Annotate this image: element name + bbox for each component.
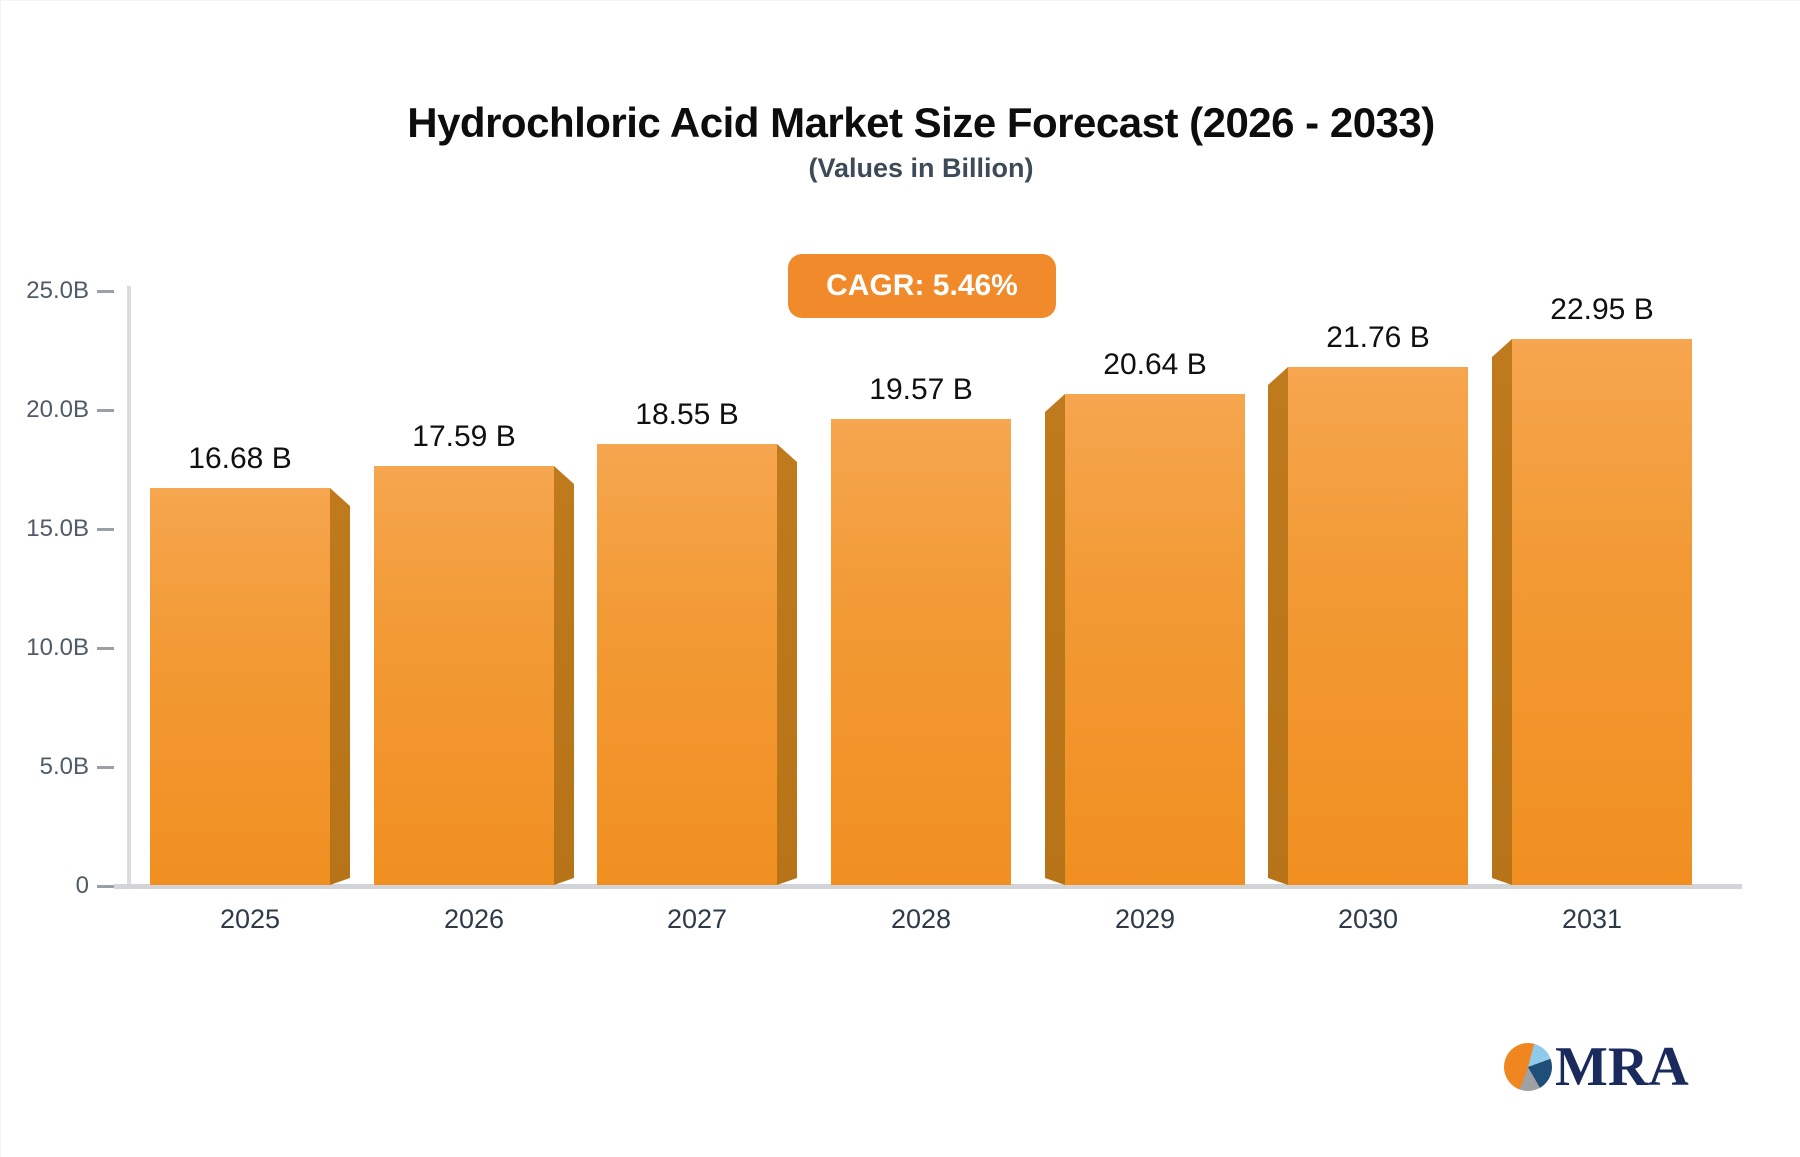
y-tick-mark (97, 409, 114, 412)
bar-front-face (150, 488, 330, 885)
x-axis-label: 2031 (1561, 904, 1623, 934)
bar-front-face (1065, 394, 1245, 885)
chart-subtitle: (Values in Billion) (808, 153, 1034, 183)
bar-front-face (831, 419, 1011, 885)
bar-value-label: 16.68 B (188, 442, 292, 475)
y-tick-label: 10.0B (26, 634, 89, 661)
y-tick-mark (97, 647, 114, 650)
bar-side-face (1045, 394, 1065, 885)
x-axis-label: 2028 (890, 904, 952, 934)
y-axis-line (127, 286, 131, 886)
bar-front-face (597, 444, 777, 885)
chart-title: Hydrochloric Acid Market Size Forecast (… (407, 99, 1435, 146)
y-tick-mark (97, 766, 114, 769)
x-axis-label: 2030 (1337, 904, 1399, 934)
bar-front-face (1288, 367, 1468, 885)
bar-value-label: 21.76 B (1326, 321, 1430, 354)
y-tick-mark (97, 885, 114, 888)
x-axis-baseline (114, 884, 1742, 889)
y-tick-mark (97, 528, 114, 531)
y-tick-label: 0 (75, 872, 89, 899)
bar-value-label: 22.95 B (1550, 293, 1654, 326)
bar-value-label: 19.57 B (869, 373, 973, 406)
bar-side-face (1268, 367, 1288, 885)
cagr-badge: CAGR: 5.46% (788, 254, 1056, 318)
y-tick-label: 25.0B (26, 277, 89, 304)
x-axis-label: 2026 (443, 904, 505, 934)
bar-side-face (1492, 339, 1512, 885)
bar-value-label: 18.55 B (635, 398, 739, 431)
bar-value-label: 17.59 B (412, 420, 516, 453)
bar-value-label: 20.64 B (1103, 348, 1207, 381)
bar-front-face (1512, 339, 1692, 885)
bar-side-face (330, 488, 350, 885)
bar-side-face (777, 444, 797, 885)
y-tick-label: 20.0B (26, 396, 89, 423)
x-axis-label: 2025 (219, 904, 281, 934)
bar-side-face (554, 466, 574, 885)
brand-logo: MRA (1504, 1039, 1689, 1095)
brand-logo-text: MRA (1555, 1036, 1689, 1098)
y-tick-label: 5.0B (39, 753, 89, 780)
pie-chart-logo-icon (1504, 1043, 1552, 1091)
y-tick-mark (97, 290, 114, 293)
x-axis-label: 2029 (1114, 904, 1176, 934)
y-tick-label: 15.0B (26, 515, 89, 542)
bar-front-face (374, 466, 554, 885)
x-axis-label: 2027 (666, 904, 728, 934)
